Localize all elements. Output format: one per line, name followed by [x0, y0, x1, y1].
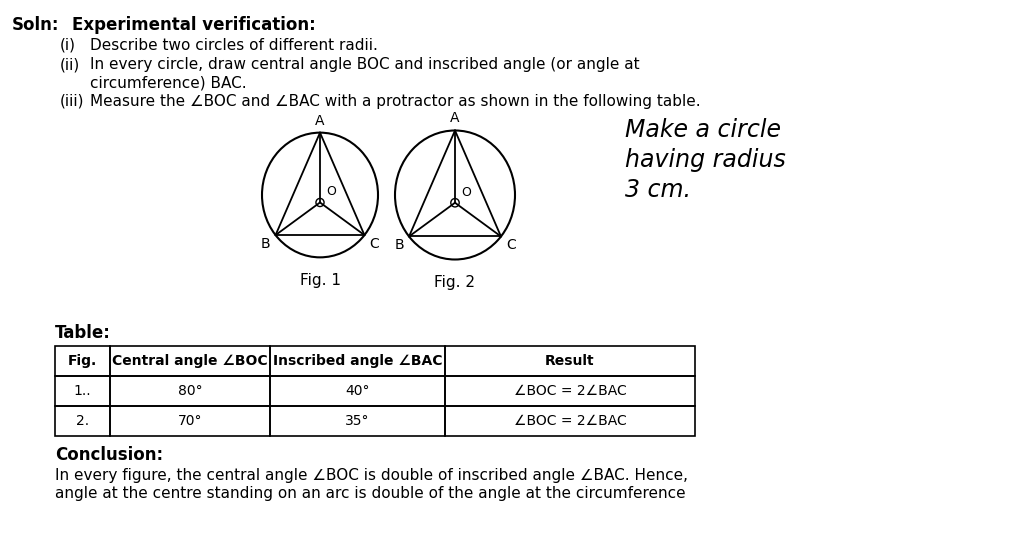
Text: 2.: 2. [76, 414, 89, 428]
Text: In every circle, draw central angle BOC and inscribed angle (or angle at: In every circle, draw central angle BOC … [90, 57, 640, 72]
Text: B: B [394, 238, 404, 253]
Bar [445, 346, 695, 376]
Bar [110, 406, 270, 436]
Text: A: A [315, 114, 325, 128]
Text: 70°: 70° [178, 414, 203, 428]
Text: Result: Result [545, 354, 595, 368]
Text: 40°: 40° [345, 384, 370, 398]
Text: Conclusion:: Conclusion: [55, 446, 163, 464]
Text: Fig. 2: Fig. 2 [434, 275, 475, 291]
Bar [270, 376, 445, 406]
Text: 80°: 80° [178, 384, 203, 398]
Text: Inscribed angle ∠BAC: Inscribed angle ∠BAC [272, 354, 442, 368]
Text: (iii): (iii) [60, 94, 85, 109]
Bar [55, 376, 110, 406]
Text: ∠BOC = 2∠BAC: ∠BOC = 2∠BAC [514, 414, 627, 428]
Bar [55, 406, 110, 436]
Text: Fig.: Fig. [68, 354, 97, 368]
Text: (ii): (ii) [60, 57, 80, 72]
Text: angle at the centre standing on an arc is double of the angle at the circumferen: angle at the centre standing on an arc i… [55, 486, 686, 501]
Text: 1..: 1.. [74, 384, 91, 398]
Text: In every figure, the central angle ∠BOC is double of inscribed angle ∠BAC. Hence: In every figure, the central angle ∠BOC … [55, 468, 688, 483]
Text: Fig. 1: Fig. 1 [299, 273, 341, 288]
Text: C: C [370, 237, 379, 251]
Text: A: A [451, 112, 460, 126]
Bar [445, 406, 695, 436]
Bar [270, 346, 445, 376]
Text: B: B [261, 237, 270, 251]
Text: Describe two circles of different radii.: Describe two circles of different radii. [90, 38, 378, 53]
Bar [55, 346, 110, 376]
Bar [110, 346, 270, 376]
Text: Soln:: Soln: [12, 16, 59, 34]
Text: Central angle ∠BOC: Central angle ∠BOC [113, 354, 268, 368]
Text: Table:: Table: [55, 324, 111, 342]
Bar [445, 376, 695, 406]
Text: C: C [506, 238, 516, 253]
Text: ∠BOC = 2∠BAC: ∠BOC = 2∠BAC [514, 384, 627, 398]
Text: Measure the ∠BOC and ∠BAC with a protractor as shown in the following table.: Measure the ∠BOC and ∠BAC with a protrac… [90, 94, 700, 109]
Text: having radius: having radius [625, 148, 785, 172]
Text: O: O [326, 185, 336, 198]
Text: 3 cm.: 3 cm. [625, 178, 691, 202]
Text: (i): (i) [60, 38, 76, 53]
Bar [270, 406, 445, 436]
Text: 35°: 35° [345, 414, 370, 428]
Bar [110, 376, 270, 406]
Text: Make a circle: Make a circle [625, 118, 781, 142]
Text: circumference) BAC.: circumference) BAC. [90, 75, 247, 90]
Text: O: O [461, 186, 471, 199]
Text: Experimental verification:: Experimental verification: [72, 16, 315, 34]
